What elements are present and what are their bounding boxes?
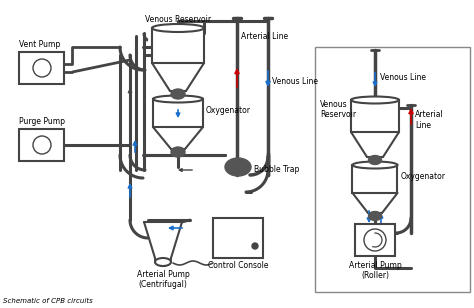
Bar xyxy=(19,129,64,161)
Text: Venous Reservoir: Venous Reservoir xyxy=(145,15,211,24)
Bar xyxy=(355,224,395,256)
Text: Control Console: Control Console xyxy=(208,261,268,270)
Text: Schematic of CPB circuits: Schematic of CPB circuits xyxy=(3,298,93,304)
Text: Bubble Trap: Bubble Trap xyxy=(254,164,300,173)
Circle shape xyxy=(33,59,51,77)
Bar xyxy=(152,28,204,63)
Text: Oxygenator: Oxygenator xyxy=(206,106,251,115)
Circle shape xyxy=(252,243,258,249)
Ellipse shape xyxy=(225,158,251,176)
Bar xyxy=(19,52,64,84)
Bar xyxy=(353,165,398,193)
Ellipse shape xyxy=(153,95,203,103)
Text: Arterial Pump
(Centrifugal): Arterial Pump (Centrifugal) xyxy=(137,270,190,290)
Ellipse shape xyxy=(368,212,382,221)
Bar xyxy=(153,99,203,127)
Ellipse shape xyxy=(171,89,185,99)
Text: Oxygenator: Oxygenator xyxy=(401,172,446,181)
Ellipse shape xyxy=(353,161,398,168)
Text: Vent Pump: Vent Pump xyxy=(19,40,61,49)
Ellipse shape xyxy=(351,96,399,103)
Text: Arterial
Line: Arterial Line xyxy=(415,110,444,130)
Bar xyxy=(351,100,399,132)
Circle shape xyxy=(364,229,386,251)
Ellipse shape xyxy=(155,258,171,266)
Text: Arterial Pump
(Roller): Arterial Pump (Roller) xyxy=(348,261,401,280)
Ellipse shape xyxy=(171,147,185,157)
Bar xyxy=(213,218,263,258)
Circle shape xyxy=(33,136,51,154)
Text: Venous Line: Venous Line xyxy=(272,78,318,87)
Text: Purge Pump: Purge Pump xyxy=(19,117,65,126)
Text: Arterial Line: Arterial Line xyxy=(241,32,288,41)
Text: Venous
Reservoir: Venous Reservoir xyxy=(320,100,356,119)
Ellipse shape xyxy=(152,24,204,32)
Ellipse shape xyxy=(368,156,382,164)
Bar xyxy=(315,47,470,292)
Text: Venous Line: Venous Line xyxy=(380,74,426,83)
